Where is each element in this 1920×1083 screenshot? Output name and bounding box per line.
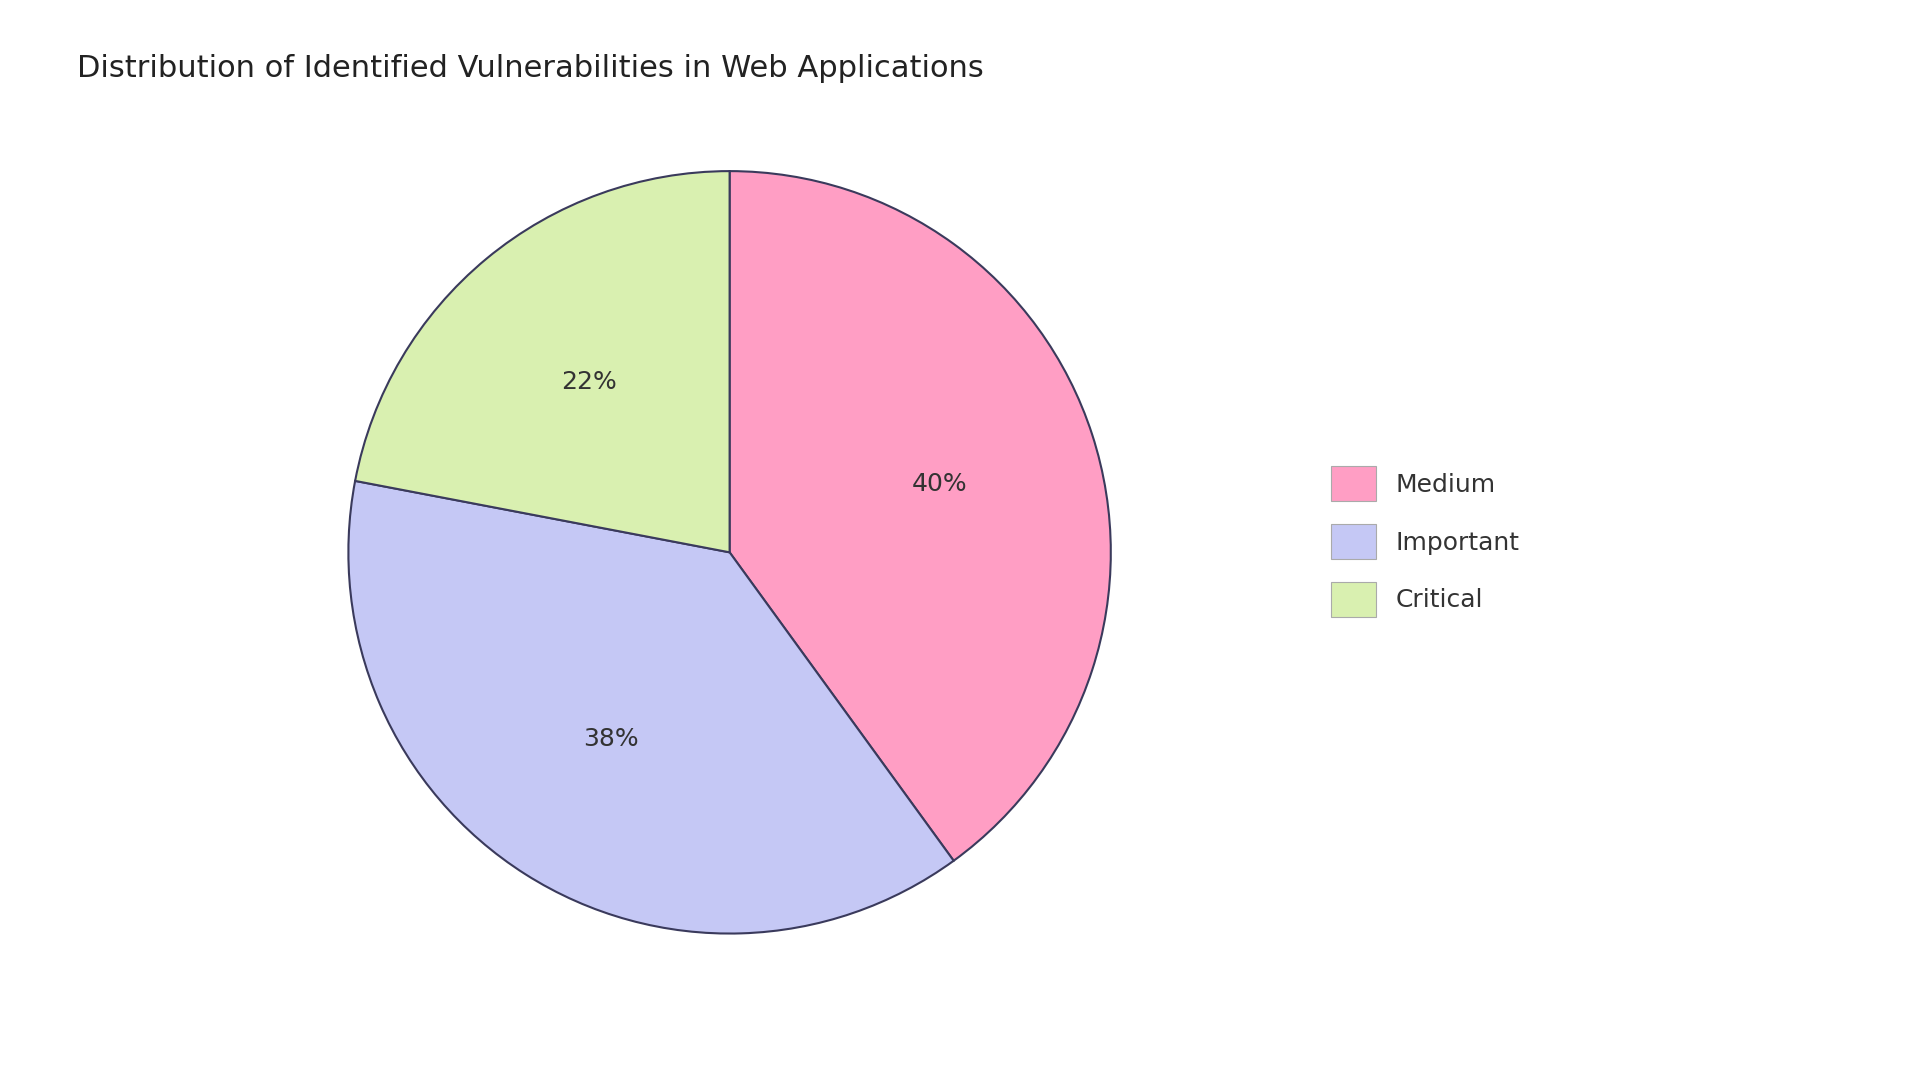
Legend: Medium, Important, Critical: Medium, Important, Critical — [1319, 454, 1532, 629]
Text: 40%: 40% — [912, 472, 968, 496]
Wedge shape — [355, 171, 730, 552]
Text: 38%: 38% — [584, 727, 639, 751]
Wedge shape — [730, 171, 1112, 861]
Text: Distribution of Identified Vulnerabilities in Web Applications: Distribution of Identified Vulnerabiliti… — [77, 54, 983, 83]
Wedge shape — [348, 481, 954, 934]
Text: 22%: 22% — [561, 370, 616, 394]
